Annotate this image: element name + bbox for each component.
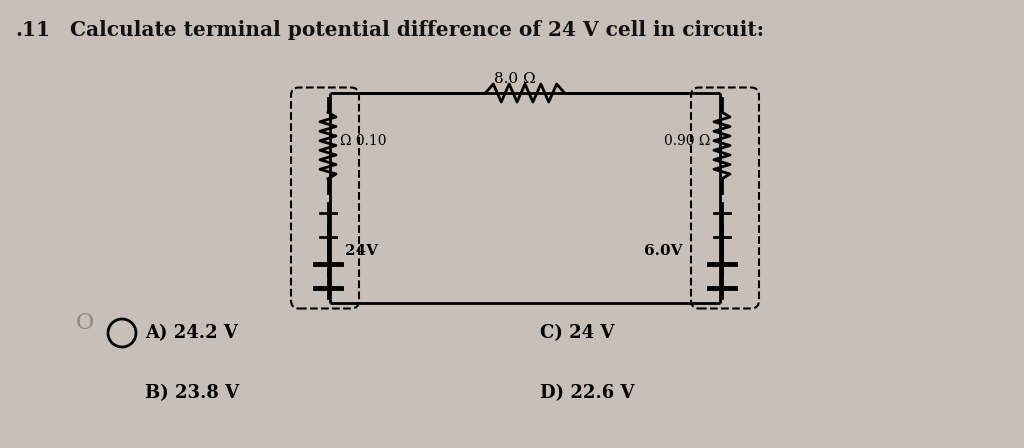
Text: B) 23.8 V: B) 23.8 V	[145, 384, 240, 402]
Text: 8.0 Ω: 8.0 Ω	[495, 72, 536, 86]
Text: 24V: 24V	[345, 244, 378, 258]
Text: D) 22.6 V: D) 22.6 V	[540, 384, 635, 402]
Text: .11: .11	[15, 20, 50, 40]
Text: A) 24.2 V: A) 24.2 V	[145, 324, 238, 342]
Text: Calculate terminal potential difference of 24 V cell in circuit:: Calculate terminal potential difference …	[70, 20, 764, 40]
Text: 0.90 Ω: 0.90 Ω	[664, 134, 711, 147]
Text: Ω 0.10: Ω 0.10	[340, 134, 386, 147]
Text: C) 24 V: C) 24 V	[540, 324, 614, 342]
Text: 6.0V: 6.0V	[644, 244, 683, 258]
Text: O: O	[76, 312, 94, 334]
